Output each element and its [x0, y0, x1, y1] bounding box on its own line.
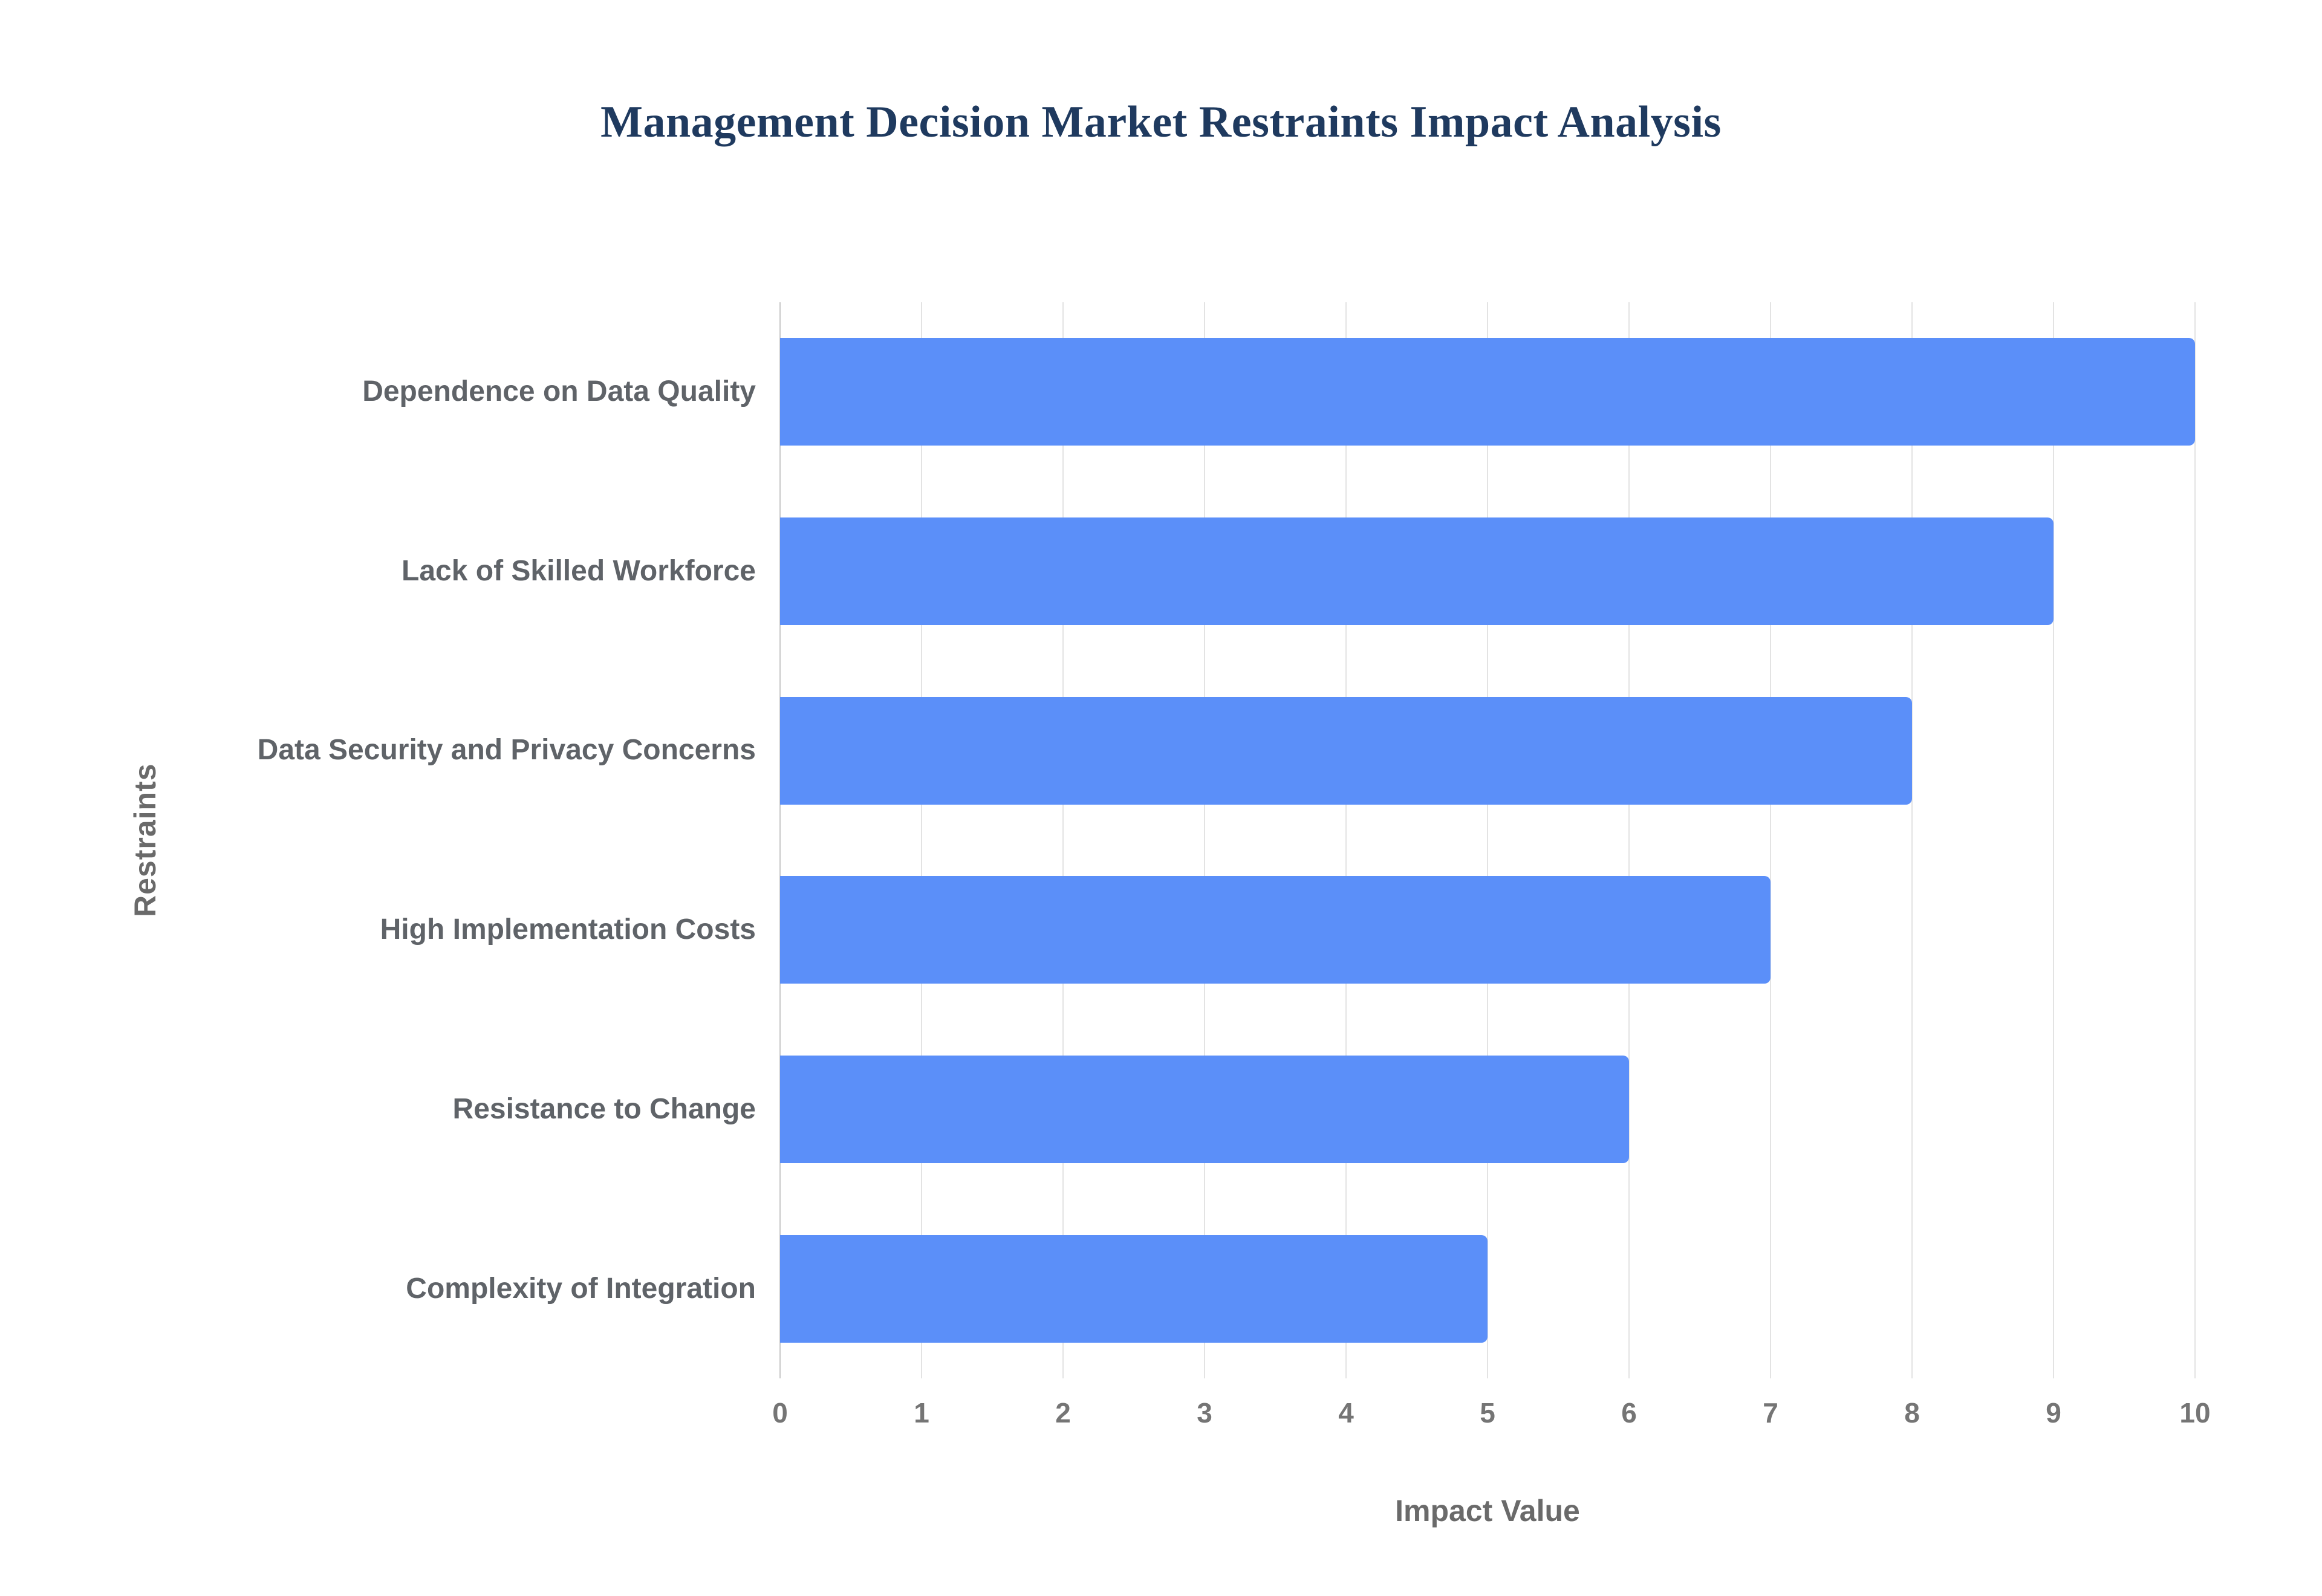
category-label: Dependence on Data Quality — [362, 375, 756, 408]
x-tick-label: 5 — [1480, 1397, 1495, 1429]
x-tick-label: 6 — [1621, 1397, 1637, 1429]
category-label: High Implementation Costs — [380, 913, 756, 946]
category-label: Resistance to Change — [452, 1092, 756, 1125]
gridline — [1345, 302, 1347, 1378]
gridline — [1770, 302, 1771, 1378]
x-tick-label: 10 — [2179, 1397, 2211, 1429]
y-axis-line — [779, 302, 781, 1378]
x-tick-label: 3 — [1197, 1397, 1212, 1429]
category-labels: Dependence on Data Quality Lack of Skille… — [230, 302, 756, 1378]
x-axis-ticks: 0 1 2 3 4 5 6 7 8 9 10 — [772, 1396, 2210, 1433]
gridline — [921, 302, 922, 1378]
chart-title: Management Decision Market Restraints Im… — [600, 97, 1722, 147]
x-tick-label: 2 — [1055, 1397, 1071, 1429]
category-label: Data Security and Privacy Concerns — [257, 734, 756, 767]
plot-area — [779, 302, 2196, 1378]
bar — [780, 1234, 1488, 1343]
gridline — [1911, 302, 1913, 1378]
x-tick-label: 8 — [1904, 1397, 1920, 1429]
y-axis-title: Restraints — [128, 763, 162, 918]
x-tick-label: 9 — [2046, 1397, 2061, 1429]
bar-row — [780, 1199, 2195, 1378]
bar — [780, 876, 1771, 984]
bar-row — [780, 302, 2195, 482]
gridline — [1628, 302, 1630, 1378]
x-tick-label: 1 — [914, 1397, 929, 1429]
bar-row — [780, 840, 2195, 1020]
x-tick-label: 4 — [1338, 1397, 1354, 1429]
x-tick-label: 0 — [772, 1397, 788, 1429]
bars-layer — [780, 302, 2195, 1378]
bar-row — [780, 482, 2195, 661]
bar-row — [780, 1020, 2195, 1199]
category-label: Lack of Skilled Workforce — [402, 554, 756, 587]
bar — [780, 696, 1912, 805]
bar — [780, 517, 2054, 625]
bar-row — [780, 661, 2195, 840]
gridline — [1062, 302, 1064, 1378]
gridline — [1487, 302, 1488, 1378]
gridline — [2053, 302, 2054, 1378]
gridline-layer — [779, 302, 2196, 1378]
gridline — [1204, 302, 1205, 1378]
x-tick-label: 7 — [1763, 1397, 1778, 1429]
gridline — [2194, 302, 2196, 1378]
category-label: Complexity of Integration — [406, 1272, 756, 1305]
x-axis-title: Impact Value — [1395, 1494, 1580, 1528]
bar — [780, 1056, 1629, 1164]
bar — [780, 338, 2195, 446]
